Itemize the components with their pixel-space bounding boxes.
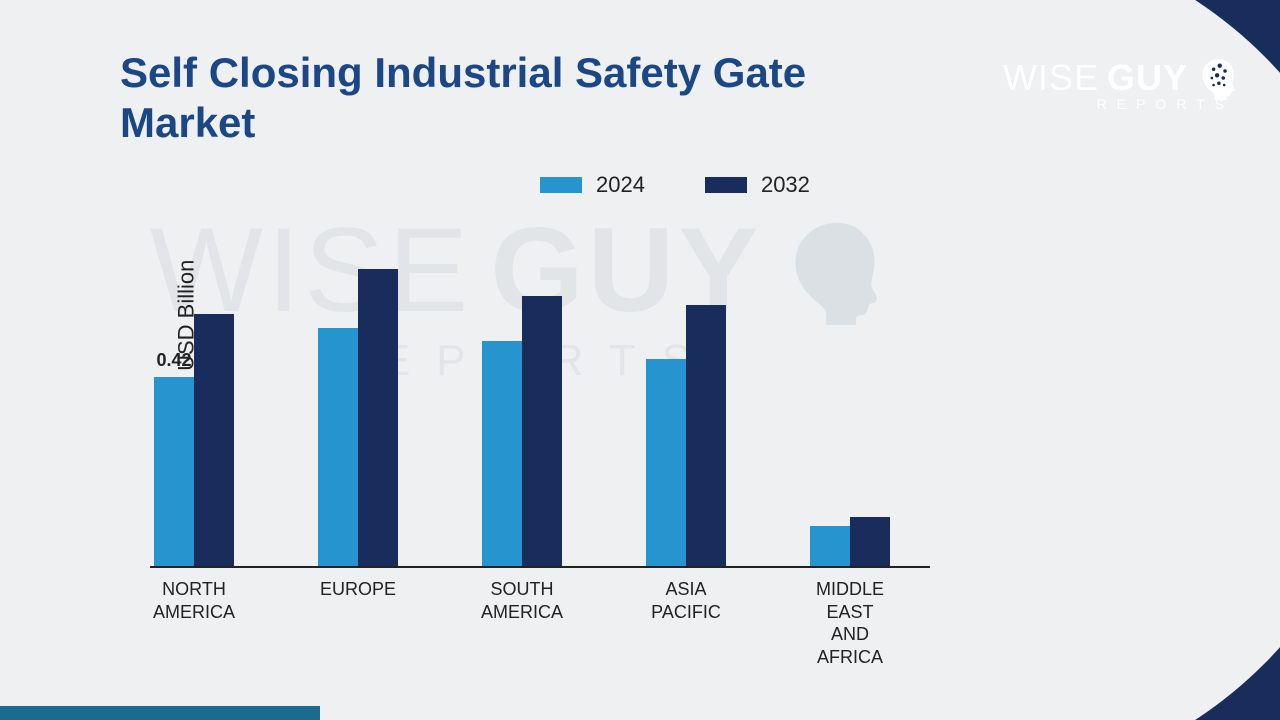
bar-2024 [646, 359, 686, 566]
bottom-accent-bar [0, 706, 320, 720]
legend-label-2032: 2032 [761, 172, 810, 198]
legend-swatch-2024 [540, 177, 582, 193]
logo-text-1: WISE [1003, 57, 1099, 99]
bar-2032 [850, 517, 890, 567]
legend-item-2032: 2032 [705, 172, 810, 198]
legend-swatch-2032 [705, 177, 747, 193]
brand-logo: WISE GUY REPORTS [1003, 56, 1240, 112]
bar-2032 [194, 314, 234, 566]
x-axis-category-label: ASIA PACIFIC [651, 578, 721, 623]
logo-text-2: GUY [1107, 57, 1188, 99]
x-axis-category-label: MIDDLE EAST AND AFRICA [816, 578, 884, 668]
bar-2032 [358, 269, 398, 566]
bar-group [318, 269, 418, 566]
chart-area: Market Size in USD Billion 0.42 [110, 208, 930, 568]
bar-2024 [154, 377, 194, 566]
bar-2024 [810, 526, 850, 567]
bar-2024 [318, 328, 358, 567]
x-axis-category-label: SOUTH AMERICA [481, 578, 563, 623]
chart-plot: 0.42 [150, 208, 930, 568]
x-axis-category-label: NORTH AMERICA [153, 578, 235, 623]
chart-title: Self Closing Industrial Safety Gate Mark… [120, 48, 840, 147]
bar-2032 [522, 296, 562, 566]
legend-item-2024: 2024 [540, 172, 645, 198]
bar-group [646, 305, 746, 566]
chart-legend: 2024 2032 [540, 172, 810, 198]
x-axis-category-label: EUROPE [320, 578, 396, 601]
bar-value-label: 0.42 [156, 350, 191, 371]
bar-group [482, 296, 582, 566]
bar-2032 [686, 305, 726, 566]
legend-label-2024: 2024 [596, 172, 645, 198]
bar-group [810, 517, 910, 567]
logo-head-icon [1196, 56, 1240, 100]
bar-2024 [482, 341, 522, 566]
